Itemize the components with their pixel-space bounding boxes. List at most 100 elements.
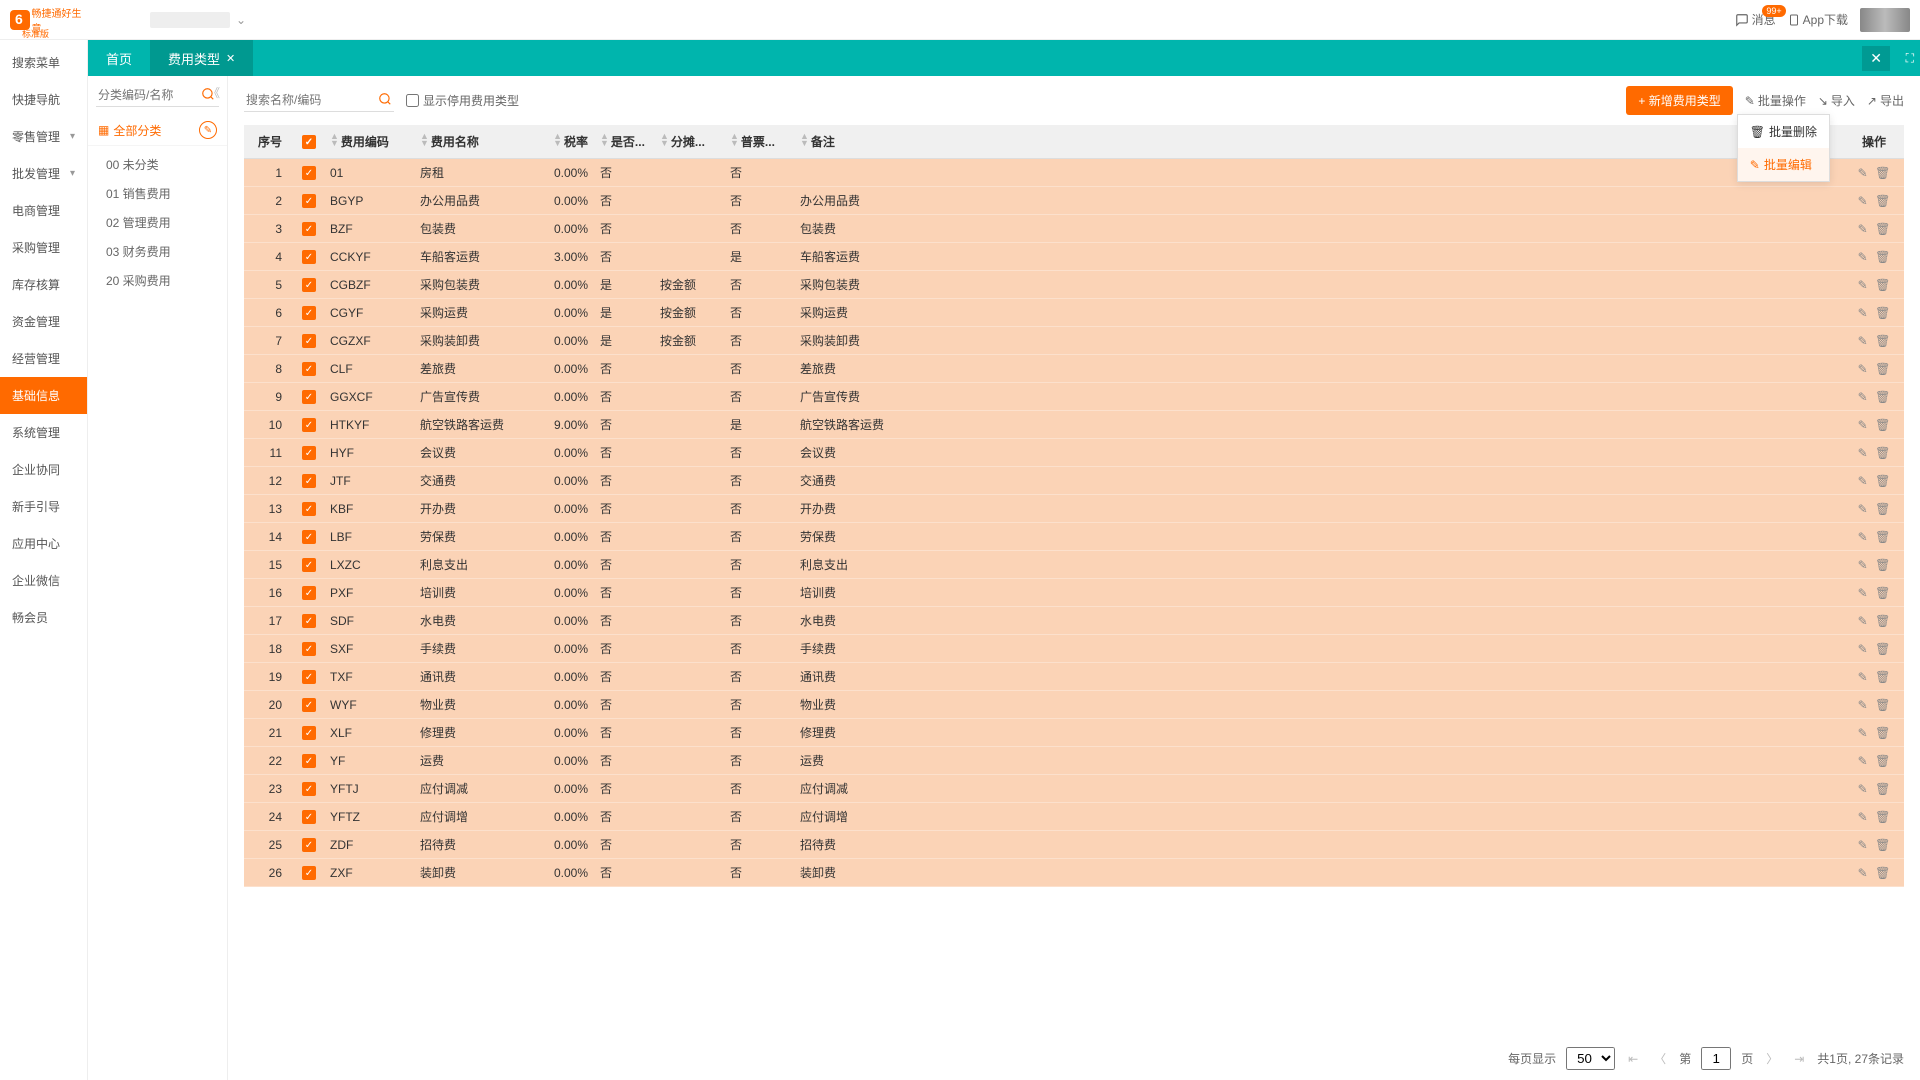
sidebar-item[interactable]: 资金管理 <box>0 303 87 340</box>
delete-row-icon[interactable]: 🗑 <box>1875 446 1890 460</box>
batch-edit-item[interactable]: ✎ 批量编辑 <box>1738 148 1829 181</box>
col-is[interactable]: ▲▼是否... <box>594 125 654 159</box>
delete-row-icon[interactable]: 🗑 <box>1875 278 1890 292</box>
table-row[interactable]: 3 ✓ BZF 包装费 0.00% 否 否 包装费 ✎ 🗑 <box>244 215 1904 243</box>
last-page-button[interactable]: ⇥ <box>1791 1052 1807 1066</box>
delete-row-icon[interactable]: 🗑 <box>1875 586 1890 600</box>
edit-row-icon[interactable]: ✎ <box>1858 586 1868 600</box>
table-row[interactable]: 21 ✓ XLF 修理费 0.00% 否 否 修理费 ✎ 🗑 <box>244 719 1904 747</box>
table-row[interactable]: 24 ✓ YFTZ 应付调增 0.00% 否 否 应付调增 ✎ 🗑 <box>244 803 1904 831</box>
edit-row-icon[interactable]: ✎ <box>1858 362 1868 376</box>
table-row[interactable]: 23 ✓ YFTJ 应付调减 0.00% 否 否 应付调减 ✎ 🗑 <box>244 775 1904 803</box>
sidebar-item[interactable]: 畅会员 <box>0 599 87 636</box>
edit-row-icon[interactable]: ✎ <box>1858 698 1868 712</box>
edit-row-icon[interactable]: ✎ <box>1858 222 1868 236</box>
table-row[interactable]: 8 ✓ CLF 差旅费 0.00% 否 否 差旅费 ✎ 🗑 <box>244 355 1904 383</box>
search-input[interactable] <box>244 89 394 112</box>
table-row[interactable]: 22 ✓ YF 运费 0.00% 否 否 运费 ✎ 🗑 <box>244 747 1904 775</box>
table-row[interactable]: 7 ✓ CGZXF 采购装卸费 0.00% 是 按金额 否 采购装卸费 ✎ 🗑 <box>244 327 1904 355</box>
batch-delete-item[interactable]: 🗑 批量删除 <box>1738 115 1829 148</box>
edit-row-icon[interactable]: ✎ <box>1858 782 1868 796</box>
col-share[interactable]: ▲▼分摊... <box>654 125 724 159</box>
table-row[interactable]: 18 ✓ SXF 手续费 0.00% 否 否 手续费 ✎ 🗑 <box>244 635 1904 663</box>
table-row[interactable]: 20 ✓ WYF 物业费 0.00% 否 否 物业费 ✎ 🗑 <box>244 691 1904 719</box>
sidebar-item[interactable]: 应用中心 <box>0 525 87 562</box>
delete-row-icon[interactable]: 🗑 <box>1875 698 1890 712</box>
delete-row-icon[interactable]: 🗑 <box>1875 838 1890 852</box>
delete-row-icon[interactable]: 🗑 <box>1875 306 1890 320</box>
delete-row-icon[interactable]: 🗑 <box>1875 670 1890 684</box>
edit-row-icon[interactable]: ✎ <box>1858 278 1868 292</box>
table-row[interactable]: 2 ✓ BGYP 办公用品费 0.00% 否 否 办公用品费 ✎ 🗑 <box>244 187 1904 215</box>
add-fee-type-button[interactable]: + 新增费用类型 <box>1626 86 1732 115</box>
delete-row-icon[interactable]: 🗑 <box>1875 614 1890 628</box>
table-row[interactable]: 19 ✓ TXF 通讯费 0.00% 否 否 通讯费 ✎ 🗑 <box>244 663 1904 691</box>
col-remark[interactable]: ▲▼备注 <box>794 125 1844 159</box>
tab-fee-type[interactable]: 费用类型 ✕ <box>150 40 253 76</box>
col-code[interactable]: ▲▼费用编码 <box>324 125 414 159</box>
col-pz[interactable]: ▲▼普票... <box>724 125 794 159</box>
edit-row-icon[interactable]: ✎ <box>1858 390 1868 404</box>
edit-row-icon[interactable]: ✎ <box>1858 334 1868 348</box>
edit-row-icon[interactable]: ✎ <box>1858 558 1868 572</box>
delete-row-icon[interactable]: 🗑 <box>1875 334 1890 348</box>
export-button[interactable]: ↗ 导出 <box>1867 92 1904 109</box>
sidebar-item[interactable]: 电商管理 <box>0 192 87 229</box>
delete-row-icon[interactable]: 🗑 <box>1875 390 1890 404</box>
tab-home[interactable]: 首页 <box>88 40 150 76</box>
edit-row-icon[interactable]: ✎ <box>1858 838 1868 852</box>
edit-row-icon[interactable]: ✎ <box>1858 670 1868 684</box>
delete-row-icon[interactable]: 🗑 <box>1875 418 1890 432</box>
edit-row-icon[interactable]: ✎ <box>1858 306 1868 320</box>
delete-row-icon[interactable]: 🗑 <box>1875 558 1890 572</box>
tree-item[interactable]: 00 未分类 <box>88 150 227 179</box>
edit-row-icon[interactable]: ✎ <box>1858 614 1868 628</box>
delete-row-icon[interactable]: 🗑 <box>1875 362 1890 376</box>
sidebar-item[interactable]: 采购管理 <box>0 229 87 266</box>
sidebar-item[interactable]: 新手引导 <box>0 488 87 525</box>
tree-item[interactable]: 01 销售费用 <box>88 179 227 208</box>
delete-row-icon[interactable]: 🗑 <box>1875 194 1890 208</box>
search-icon[interactable] <box>378 91 392 106</box>
edit-row-icon[interactable]: ✎ <box>1858 810 1868 824</box>
edit-row-icon[interactable]: ✎ <box>1858 502 1868 516</box>
edit-row-icon[interactable]: ✎ <box>1858 250 1868 264</box>
edit-row-icon[interactable]: ✎ <box>1858 642 1868 656</box>
delete-row-icon[interactable]: 🗑 <box>1875 474 1890 488</box>
table-row[interactable]: 25 ✓ ZDF 招待费 0.00% 否 否 招待费 ✎ 🗑 <box>244 831 1904 859</box>
edit-row-icon[interactable]: ✎ <box>1858 166 1868 180</box>
sidebar-item[interactable]: 企业协同 <box>0 451 87 488</box>
batch-ops-button[interactable]: ✎ 批量操作 <box>1745 92 1806 109</box>
expand-icon[interactable]: ⛶ <box>1906 51 1914 66</box>
sidebar-item[interactable]: 零售管理▾ <box>0 118 87 155</box>
sidebar-item[interactable]: 系统管理 <box>0 414 87 451</box>
avatar[interactable] <box>1860 8 1910 32</box>
delete-row-icon[interactable]: 🗑 <box>1875 530 1890 544</box>
col-select-all[interactable]: ✓ <box>294 125 324 159</box>
next-page-button[interactable]: 〉 <box>1763 1050 1781 1067</box>
delete-row-icon[interactable]: 🗑 <box>1875 250 1890 264</box>
edit-row-icon[interactable]: ✎ <box>1858 418 1868 432</box>
table-row[interactable]: 13 ✓ KBF 开办费 0.00% 否 否 开办费 ✎ 🗑 <box>244 495 1904 523</box>
company-selector[interactable]: ⌄ <box>150 12 246 28</box>
delete-row-icon[interactable]: 🗑 <box>1875 782 1890 796</box>
prev-page-button[interactable]: 〈 <box>1651 1050 1669 1067</box>
delete-row-icon[interactable]: 🗑 <box>1875 166 1890 180</box>
table-row[interactable]: 1 ✓ 01 房租 0.00% 否 否 ✎ 🗑 <box>244 159 1904 187</box>
edit-row-icon[interactable]: ✎ <box>1858 866 1868 880</box>
collapse-tree-icon[interactable]: 《 <box>208 84 220 101</box>
sidebar-item[interactable]: 基础信息 <box>0 377 87 414</box>
first-page-button[interactable]: ⇤ <box>1625 1052 1641 1066</box>
table-row[interactable]: 9 ✓ GGXCF 广告宣传费 0.00% 否 否 广告宣传费 ✎ 🗑 <box>244 383 1904 411</box>
tree-item[interactable]: 02 管理费用 <box>88 208 227 237</box>
table-row[interactable]: 5 ✓ CGBZF 采购包装费 0.00% 是 按金额 否 采购包装费 ✎ 🗑 <box>244 271 1904 299</box>
app-download-button[interactable]: App下载 <box>1788 11 1848 28</box>
sidebar-item[interactable]: 库存核算 <box>0 266 87 303</box>
import-button[interactable]: ↘ 导入 <box>1818 92 1855 109</box>
edit-row-icon[interactable]: ✎ <box>1858 194 1868 208</box>
table-row[interactable]: 15 ✓ LXZC 利息支出 0.00% 否 否 利息支出 ✎ 🗑 <box>244 551 1904 579</box>
table-row[interactable]: 12 ✓ JTF 交通费 0.00% 否 否 交通费 ✎ 🗑 <box>244 467 1904 495</box>
tree-item[interactable]: 03 财务费用 <box>88 237 227 266</box>
sidebar-item[interactable]: 搜索菜单 <box>0 44 87 81</box>
edit-row-icon[interactable]: ✎ <box>1858 446 1868 460</box>
